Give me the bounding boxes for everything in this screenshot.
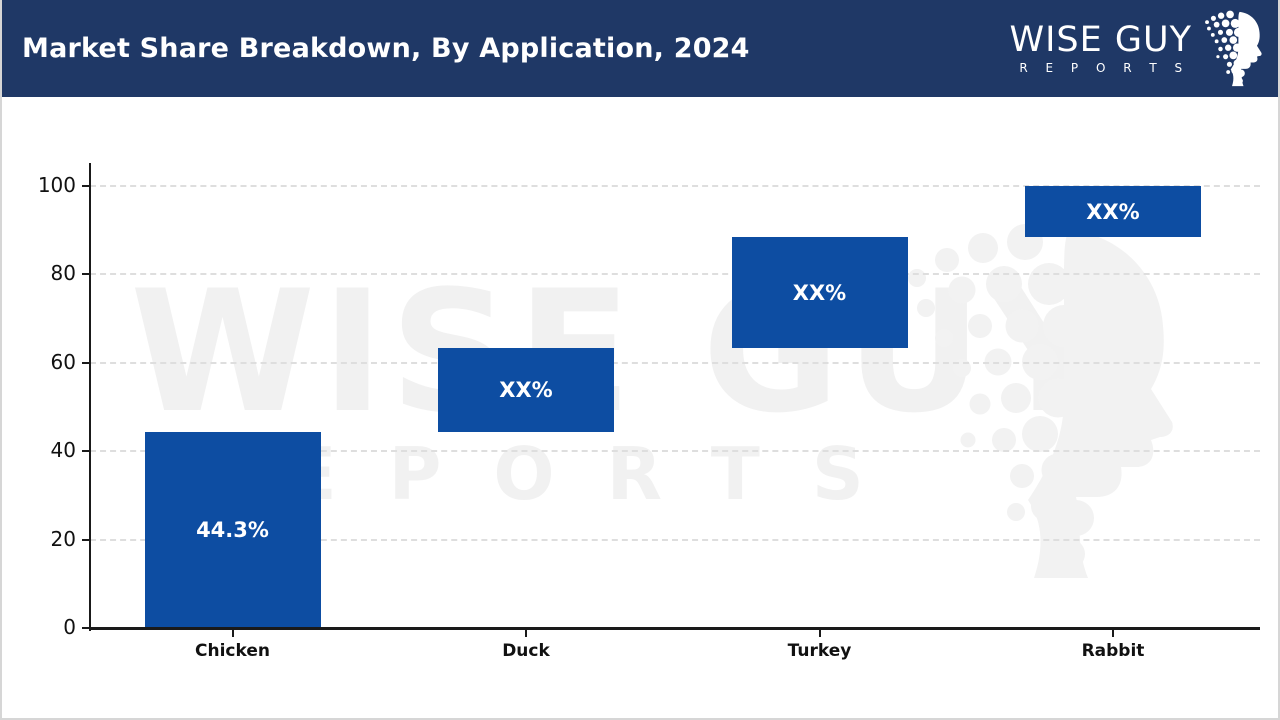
header: Market Share Breakdown, By Application, …	[2, 0, 1278, 97]
y-tick-mark	[82, 627, 90, 629]
gridline	[90, 273, 1260, 276]
waterfall-bar-chicken	[144, 432, 321, 628]
x-category-label: Chicken	[195, 641, 270, 661]
logo-text: WISE GUY R E P O R T S	[1009, 20, 1192, 75]
y-tick-label: 20	[50, 526, 76, 551]
y-tick-label: 80	[50, 261, 76, 286]
logo-head-icon	[1205, 10, 1262, 86]
y-tick-mark	[82, 185, 90, 187]
x-category-label: Rabbit	[1081, 641, 1145, 661]
watermark-text-line1: WISE GUY	[130, 254, 1117, 450]
bar-value-label: XX%	[499, 378, 553, 403]
waterfall-bar-duck	[438, 348, 614, 433]
x-axis	[90, 627, 1260, 630]
gridline	[90, 450, 1260, 453]
bar-value-label: XX%	[792, 280, 847, 305]
y-axis	[89, 163, 91, 631]
logo-subtitle: R E P O R T S	[1019, 61, 1190, 75]
y-tick-mark	[82, 450, 90, 453]
y-tick-label: 100	[37, 173, 76, 197]
gridline	[90, 361, 1260, 364]
x-category-label: Turkey	[787, 641, 852, 661]
x-category-label: Duck	[502, 641, 550, 661]
page-title: Market Share Breakdown, By Application, …	[22, 33, 750, 64]
waterfall-bar-rabbit	[1025, 186, 1201, 238]
y-tick-label: 40	[50, 438, 76, 463]
logo-wordmark: WISE GUY	[1009, 20, 1192, 60]
x-tick-mark	[818, 630, 821, 637]
bar-value-label: XX%	[1086, 199, 1140, 224]
gridline	[90, 538, 1260, 541]
wise-guy-logo: WISE GUY R E P O R T S	[1009, 10, 1264, 88]
x-tick-mark	[1112, 630, 1114, 637]
y-tick-mark	[82, 361, 90, 364]
bar-value-label: 44.3%	[196, 518, 269, 543]
x-tick-mark	[231, 630, 234, 637]
y-tick-mark	[82, 538, 90, 541]
gridline	[90, 185, 1260, 187]
x-tick-mark	[525, 630, 527, 637]
waterfall-bar-turkey	[731, 237, 908, 349]
y-tick-label: 0	[63, 615, 76, 639]
y-tick-label: 60	[50, 349, 76, 374]
y-tick-mark	[82, 273, 90, 276]
